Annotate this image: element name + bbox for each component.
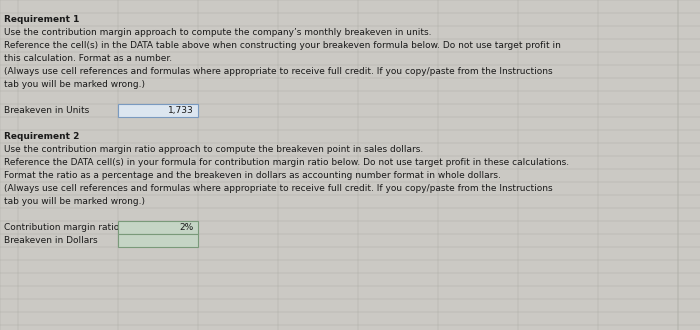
Text: Reference the DATA cell(s) in your formula for contribution margin ratio below. : Reference the DATA cell(s) in your formu…	[4, 158, 569, 167]
Bar	[118, 234, 198, 247]
Text: this calculation. Format as a number.: this calculation. Format as a number.	[4, 54, 172, 63]
Text: (Always use cell references and formulas where appropriate to receive full credi: (Always use cell references and formulas…	[4, 184, 552, 193]
Text: Requirement 1: Requirement 1	[4, 15, 79, 24]
Text: Requirement 2: Requirement 2	[4, 132, 79, 141]
Text: 1,733: 1,733	[168, 106, 194, 115]
Text: tab you will be marked wrong.): tab you will be marked wrong.)	[4, 80, 145, 89]
Text: Contribution margin ratio: Contribution margin ratio	[4, 223, 119, 232]
Text: Breakeven in Dollars: Breakeven in Dollars	[4, 236, 97, 245]
Text: Reference the cell(s) in the DATA table above when constructing your breakeven f: Reference the cell(s) in the DATA table …	[4, 41, 561, 50]
Text: (Always use cell references and formulas where appropriate to receive full credi: (Always use cell references and formulas…	[4, 67, 552, 76]
Text: 2%: 2%	[180, 223, 194, 232]
Text: Breakeven in Units: Breakeven in Units	[4, 106, 90, 115]
Bar	[118, 104, 198, 117]
Text: tab you will be marked wrong.): tab you will be marked wrong.)	[4, 197, 145, 206]
Text: Format the ratio as a percentage and the breakeven in dollars as accounting numb: Format the ratio as a percentage and the…	[4, 171, 501, 180]
Text: Use the contribution margin approach to compute the company’s monthly breakeven : Use the contribution margin approach to …	[4, 28, 431, 37]
Text: Use the contribution margin ratio approach to compute the breakeven point in sal: Use the contribution margin ratio approa…	[4, 145, 424, 154]
Bar	[118, 221, 198, 234]
